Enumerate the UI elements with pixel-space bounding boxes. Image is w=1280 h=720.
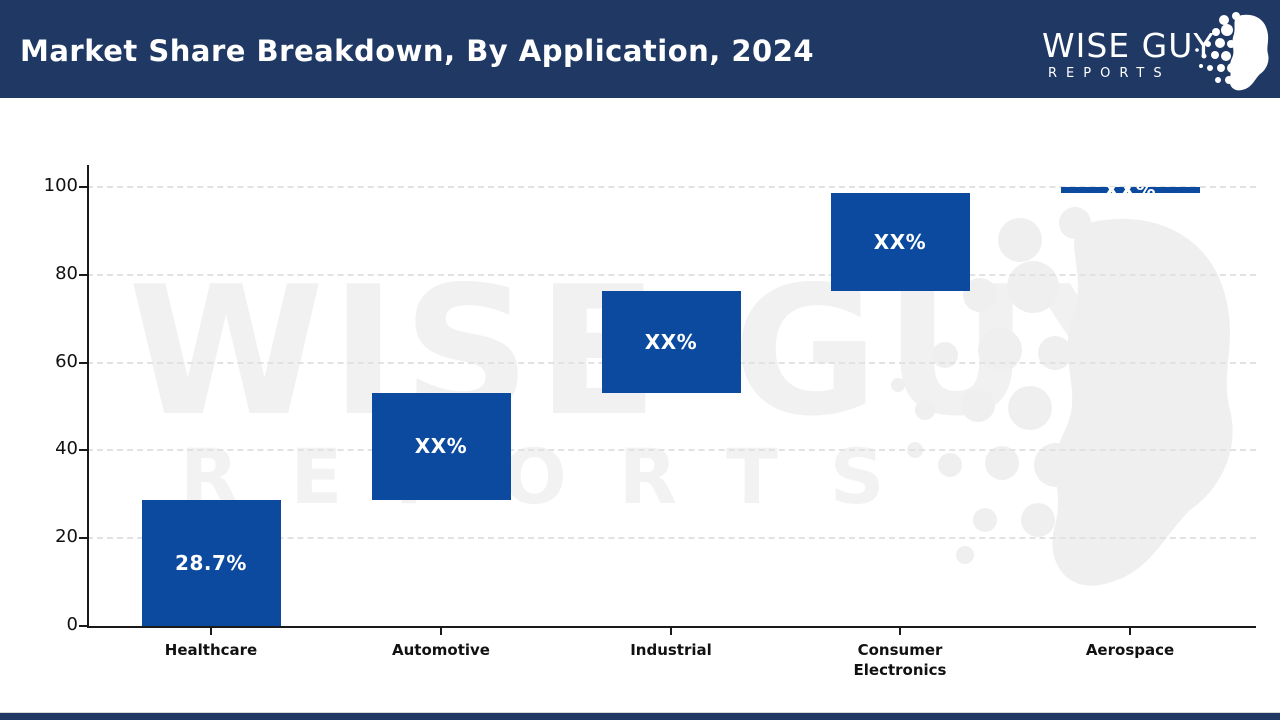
- header-banner: Market Share Breakdown, By Application, …: [0, 0, 1280, 98]
- bar-value-label-automotive: XX%: [414, 434, 468, 459]
- ytick-mark-40: [79, 449, 87, 452]
- ytick-label-60: 60: [55, 350, 78, 372]
- category-label-aerospace: Aerospace: [1085, 641, 1175, 659]
- logo-subtitle: REPORTS: [1048, 66, 1171, 81]
- watermark-face-dots: [891, 207, 1233, 586]
- ytick-mark-20: [79, 537, 87, 540]
- category-label-industrial: Industrial: [630, 641, 712, 659]
- ytick-label-0: 0: [66, 614, 78, 635]
- logo-wordmark: WISE GUY: [1042, 26, 1215, 65]
- bar-aerospace: XX%: [1060, 187, 1200, 193]
- category-label-consumer-electronics: Consumer Electronics: [853, 641, 947, 680]
- page-title: Market Share Breakdown, By Application, …: [20, 34, 815, 68]
- bar-value-label-consumer-electronics: XX%: [873, 229, 927, 254]
- ytick-mark-60: [79, 361, 87, 364]
- xtick-mark-industrial: [670, 628, 672, 635]
- wiseguy-logo: WISE GUY REPORTS: [1016, 8, 1269, 92]
- bar-value-label-healthcare: 28.7%: [175, 550, 247, 575]
- bar-industrial: XX%: [601, 291, 741, 393]
- ytick-mark-0: [79, 625, 87, 627]
- ytick-mark-100: [79, 186, 87, 188]
- logo-face-dots-icon: [1195, 12, 1269, 91]
- xtick-mark-automotive: [440, 628, 442, 635]
- category-label-automotive: Automotive: [392, 641, 490, 659]
- ytick-label-100: 100: [43, 175, 78, 196]
- footer-bar: [0, 713, 1280, 720]
- xtick-mark-consumer-electronics: [899, 628, 901, 635]
- gridline-80: [87, 273, 1256, 276]
- ytick-label-80: 80: [55, 262, 78, 284]
- ytick-label-40: 40: [55, 438, 78, 460]
- gridline-20: [87, 537, 1256, 540]
- x-axis-line: [87, 626, 1256, 628]
- xtick-mark-aerospace: [1129, 628, 1131, 635]
- bar-value-label-aerospace: XX%: [1104, 187, 1156, 193]
- gridline-40: [87, 449, 1256, 452]
- bar-consumer-electronics: XX%: [830, 192, 970, 292]
- category-label-healthcare: Healthcare: [164, 641, 258, 659]
- watermark-subtitle: REPORTS: [180, 432, 937, 521]
- xtick-mark-healthcare: [210, 628, 212, 635]
- ytick-mark-80: [79, 273, 87, 276]
- bar-automotive: XX%: [371, 392, 511, 500]
- bar-healthcare: 28.7%: [141, 500, 281, 626]
- ytick-label-20: 20: [55, 526, 78, 548]
- bar-value-label-industrial: XX%: [644, 329, 698, 354]
- gridline-100: [87, 186, 1256, 188]
- footer-divider: [0, 712, 1280, 713]
- y-axis-line: [87, 165, 89, 628]
